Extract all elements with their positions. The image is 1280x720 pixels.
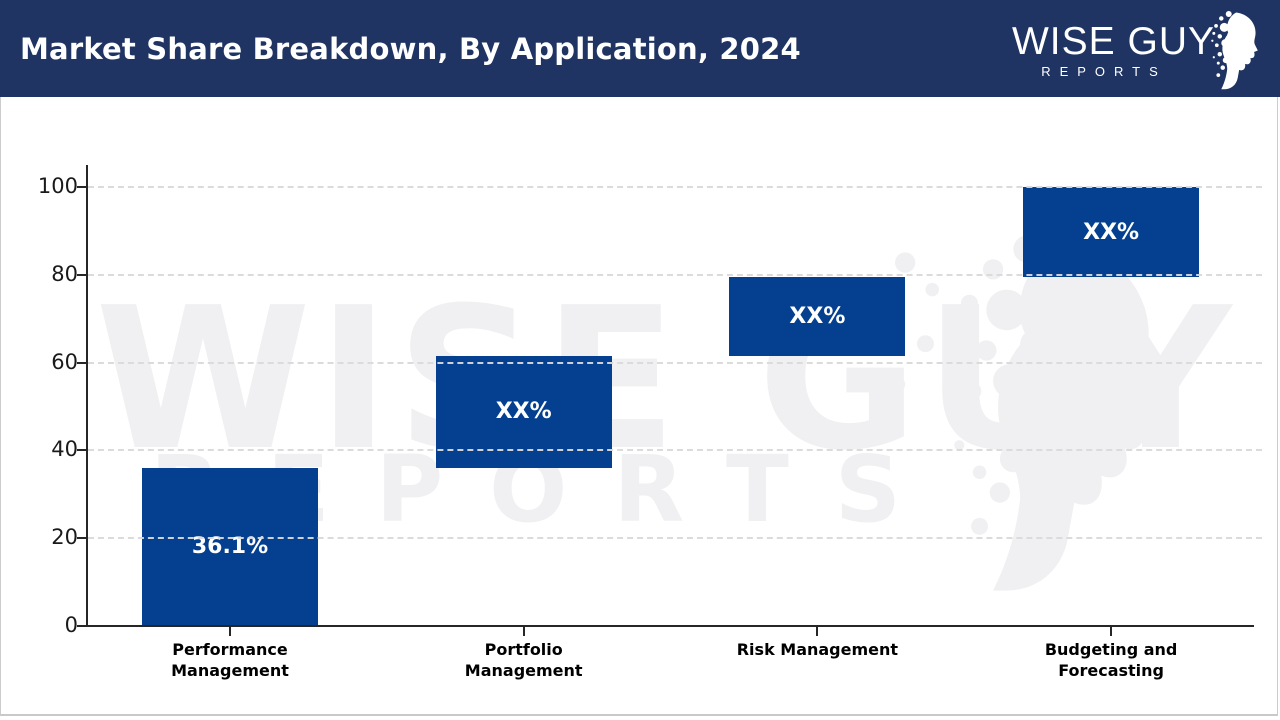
- category-label-risk-management: Risk Management: [736, 640, 899, 659]
- logo-brand-name: WISE GUY: [1012, 20, 1216, 63]
- wiseguy-face-icon: [1211, 10, 1258, 90]
- x-tick-mark-risk-management: [816, 627, 819, 636]
- bar-value-label-portfolio-management: XX%: [495, 399, 552, 425]
- y-tick-mark-100: [77, 186, 86, 188]
- y-tick-mark-60: [77, 361, 86, 364]
- x-tick-mark-performance-management: [229, 627, 231, 636]
- y-tick-mark-0: [77, 625, 86, 627]
- y-axis-spine: [86, 165, 88, 627]
- y-tick-mark-40: [77, 449, 86, 452]
- bar-value-label-risk-management: XX%: [789, 304, 846, 330]
- y-tick-label-20: 20: [51, 525, 78, 550]
- y-tick-label-60: 60: [51, 349, 78, 374]
- category-label-performance-management: Performance Management: [171, 640, 289, 680]
- bar-risk-management: XX%: [729, 277, 906, 357]
- page-title: Market Share Breakdown, By Application, …: [20, 31, 801, 66]
- wiseguy-logo-text: WISE GUY REPORTS: [1012, 20, 1216, 80]
- bar-value-label-performance-management: 36.1%: [191, 534, 269, 560]
- y-tick-mark-20: [77, 537, 86, 540]
- y-tick-label-0: 0: [64, 613, 78, 637]
- x-tick-mark-budgeting-and-forecasting: [1110, 627, 1113, 636]
- x-tick-mark-portfolio-management: [522, 627, 525, 636]
- y-tick-label-40: 40: [51, 437, 78, 462]
- bar-budgeting-and-forecasting: XX%: [1023, 187, 1200, 278]
- wiseguy-logo: WISE GUY REPORTS: [1012, 6, 1262, 92]
- category-label-budgeting-and-forecasting: Budgeting and Forecasting: [1044, 640, 1178, 680]
- bar-portfolio-management: XX%: [435, 356, 612, 468]
- category-label-portfolio-management: Portfolio Management: [464, 640, 583, 680]
- y-tick-label-100: 100: [37, 174, 78, 198]
- y-tick-label-80: 80: [51, 261, 78, 286]
- bar-performance-management: 36.1%: [142, 467, 318, 626]
- logo-brand-subtitle: REPORTS: [1041, 64, 1167, 79]
- x-axis-spine: [86, 625, 1254, 627]
- bar-value-label-budgeting-and-forecasting: XX%: [1083, 219, 1140, 245]
- y-tick-mark-80: [77, 273, 86, 276]
- header-bar: Market Share Breakdown, By Application, …: [0, 0, 1280, 97]
